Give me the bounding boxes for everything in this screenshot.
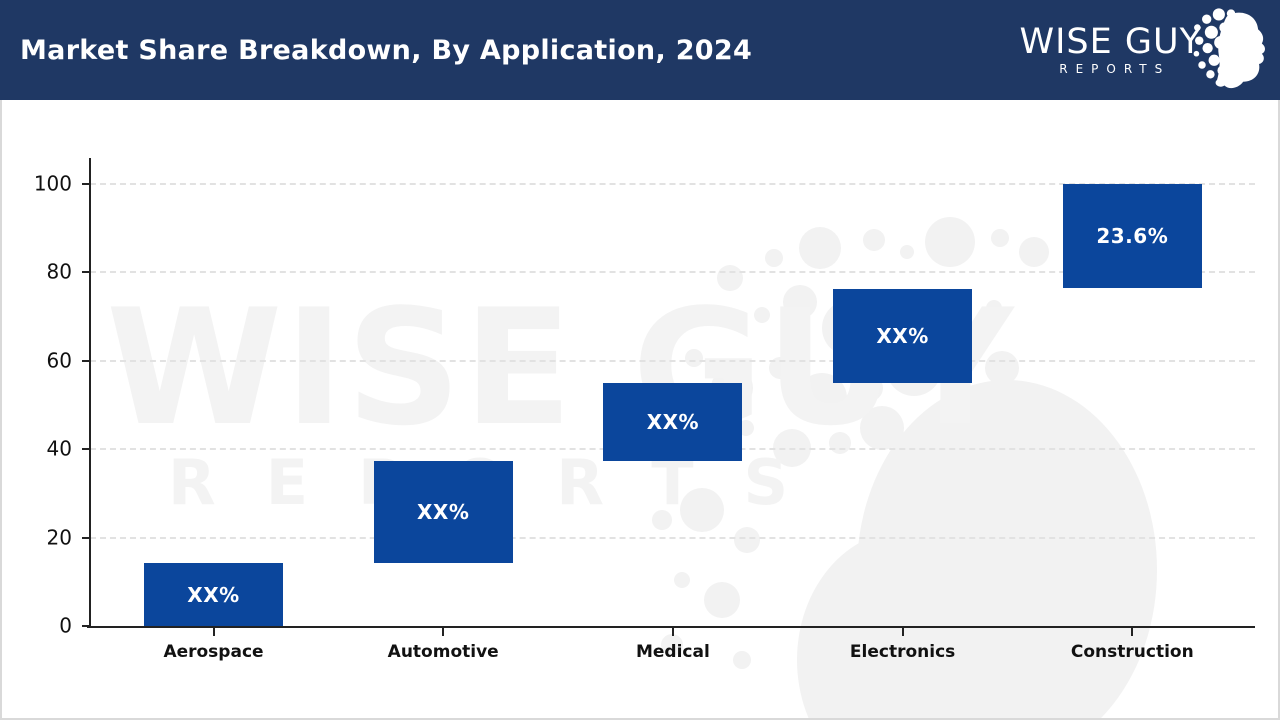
- bar-value-label-automotive: XX%: [416, 499, 470, 524]
- logo-subtitle: REPORTS: [1059, 62, 1171, 76]
- wiseguy-logo: WISE GUY REPORTS: [1019, 7, 1274, 93]
- logo-face-icon: [1193, 8, 1266, 89]
- y-tick-label-20: 20: [46, 525, 72, 550]
- y-tick-mark-40: [82, 448, 90, 451]
- y-tick-label-60: 60: [46, 348, 72, 373]
- bar-value-label-construction: 23.6%: [1096, 224, 1169, 249]
- gridline-60: [90, 359, 1255, 362]
- y-axis-line: [89, 158, 91, 628]
- gridline-100: [90, 183, 1255, 185]
- x-tick-mark-automotive: [442, 628, 445, 636]
- y-tick-label-80: 80: [46, 259, 72, 284]
- logo-text: WISE GUY REPORTS: [1019, 22, 1202, 76]
- y-tick-mark-20: [82, 536, 90, 539]
- y-tick-mark-100: [82, 183, 90, 185]
- x-category-label-automotive: Automotive: [387, 642, 499, 662]
- x-tick-mark-construction: [1131, 628, 1134, 636]
- x-tick-mark-electronics: [901, 628, 904, 636]
- bar-electronics: XX%: [833, 289, 973, 383]
- gridline-20: [90, 536, 1255, 539]
- logo-wordmark: WISE GUY: [1019, 22, 1202, 62]
- y-tick-label-40: 40: [46, 436, 72, 461]
- x-tick-mark-medical: [671, 628, 674, 636]
- bar-aerospace: XX%: [144, 563, 283, 626]
- bar-automotive: XX%: [373, 460, 513, 564]
- x-category-label-aerospace: Aerospace: [163, 642, 264, 662]
- y-tick-label-100: 100: [33, 171, 72, 196]
- y-tick-mark-0: [82, 625, 90, 627]
- chart-area: WISE GUY REPORTS 020406080100XX%Aerospac…: [0, 100, 1280, 720]
- bar-value-label-aerospace: XX%: [187, 582, 240, 607]
- gridline-80: [90, 271, 1255, 274]
- header: Market Share Breakdown, By Application, …: [0, 0, 1280, 100]
- page-title: Market Share Breakdown, By Application, …: [20, 34, 753, 66]
- waterfall-chart: 0 20 40 60 80 100 XX% Aerospace XX% Automotive XX%…: [2, 100, 1278, 718]
- y-tick-label-0: 0: [59, 613, 72, 638]
- x-category-label-construction: Construction: [1070, 642, 1194, 662]
- x-tick-mark-aerospace: [212, 628, 215, 636]
- y-tick-mark-80: [82, 271, 90, 274]
- x-axis-line: [87, 626, 1255, 628]
- bar-value-label-electronics: XX%: [876, 324, 929, 349]
- x-category-label-medical: Medical: [635, 642, 710, 662]
- y-tick-mark-60: [82, 359, 90, 362]
- bar-construction: 23.6%: [1062, 184, 1202, 289]
- bar-medical: XX%: [603, 382, 743, 461]
- bar-value-label-medical: XX%: [646, 409, 700, 434]
- x-category-label-electronics: Electronics: [849, 642, 956, 662]
